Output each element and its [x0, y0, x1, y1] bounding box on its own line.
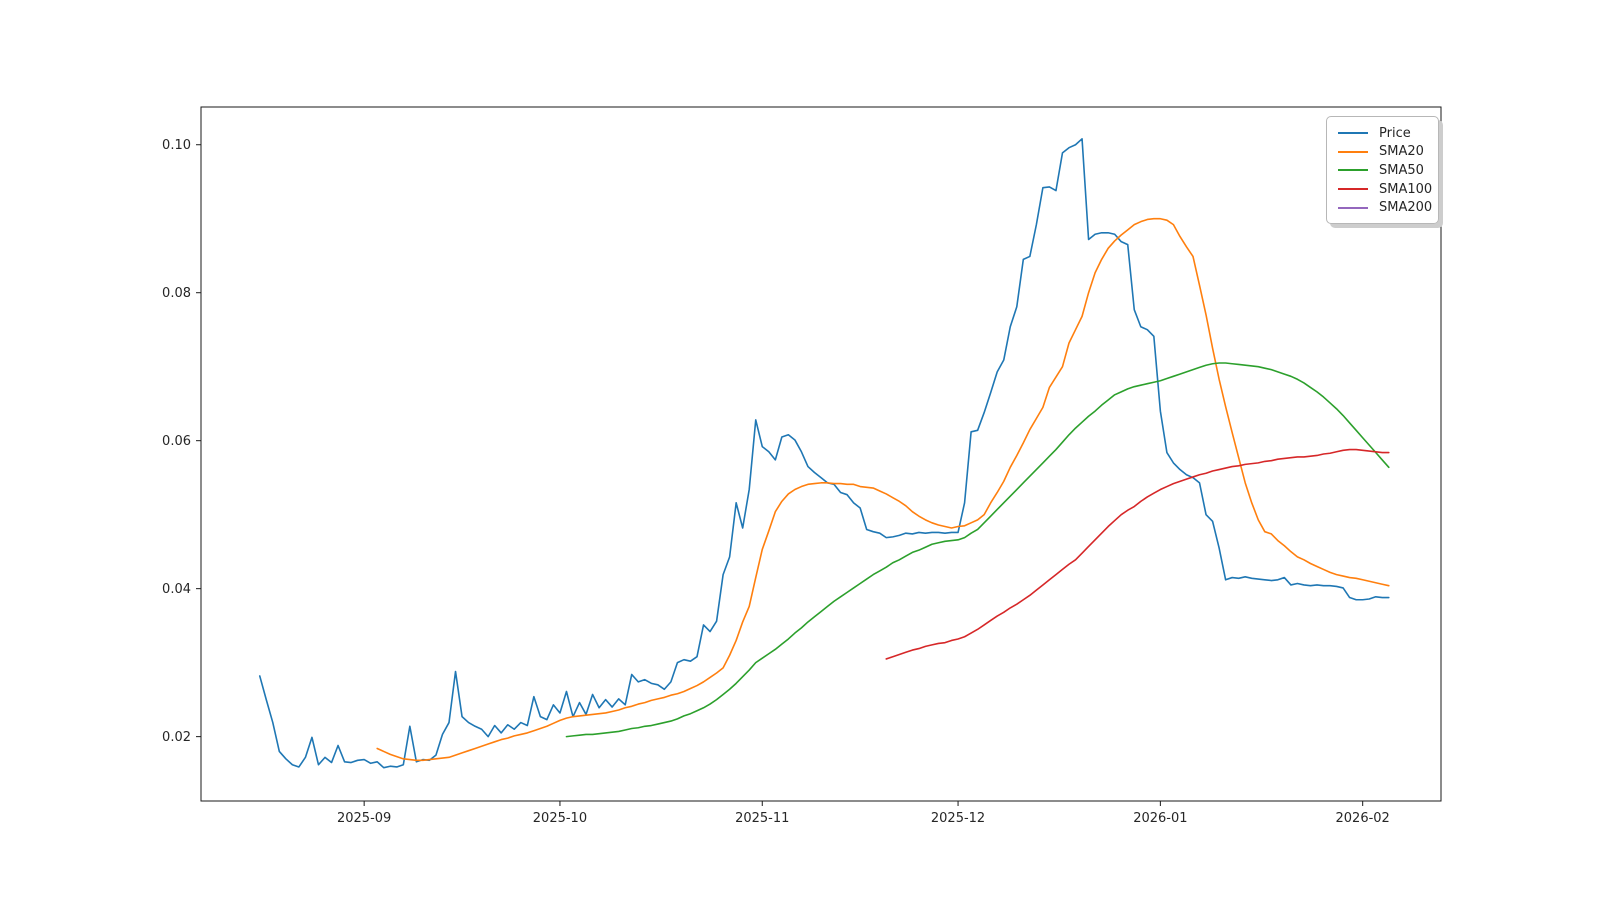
series-line-sma20 [376, 217, 1390, 762]
legend-label: SMA200 [1379, 200, 1433, 216]
legend-item-sma100: SMA100 [1338, 180, 1432, 199]
axes-frame [200, 106, 1442, 802]
legend-item-sma20: SMA20 [1338, 143, 1428, 162]
legend-swatch-sma50 [1338, 169, 1368, 172]
x-tick-label: 2026-02 [1336, 811, 1390, 826]
legend: Price SMA20 SMA50 SMA100 SMA200 [1326, 116, 1439, 224]
y-tick-label: 0.10 [162, 138, 191, 153]
legend-item-sma200: SMA200 [1338, 198, 1432, 217]
x-tick-label: 2025-12 [931, 811, 985, 826]
y-tick-label: 0.04 [162, 582, 191, 597]
series-line-sma100 [885, 448, 1390, 660]
legend-label: Price [1379, 125, 1411, 141]
x-tick-label: 2025-09 [337, 811, 391, 826]
series-line-sma50 [565, 362, 1390, 738]
legend-swatch-price [1338, 132, 1368, 135]
legend-label: SMA50 [1379, 162, 1424, 178]
x-tick-label: 2025-11 [735, 811, 789, 826]
y-tick-label: 0.08 [162, 286, 191, 301]
y-tick-label: 0.06 [162, 434, 191, 449]
x-tick-label: 2026-01 [1133, 811, 1187, 826]
series-line-price [258, 138, 1390, 769]
legend-item-sma50: SMA50 [1338, 161, 1428, 180]
legend-item-price: Price [1338, 124, 1428, 143]
x-tick-label: 2025-10 [533, 811, 587, 826]
legend-label: SMA20 [1379, 144, 1424, 160]
legend-label: SMA100 [1379, 181, 1433, 197]
y-tick-label: 0.02 [162, 730, 191, 745]
legend-swatch-sma200 [1338, 206, 1368, 209]
legend-swatch-sma20 [1338, 150, 1368, 153]
legend-swatch-sma100 [1338, 188, 1368, 191]
